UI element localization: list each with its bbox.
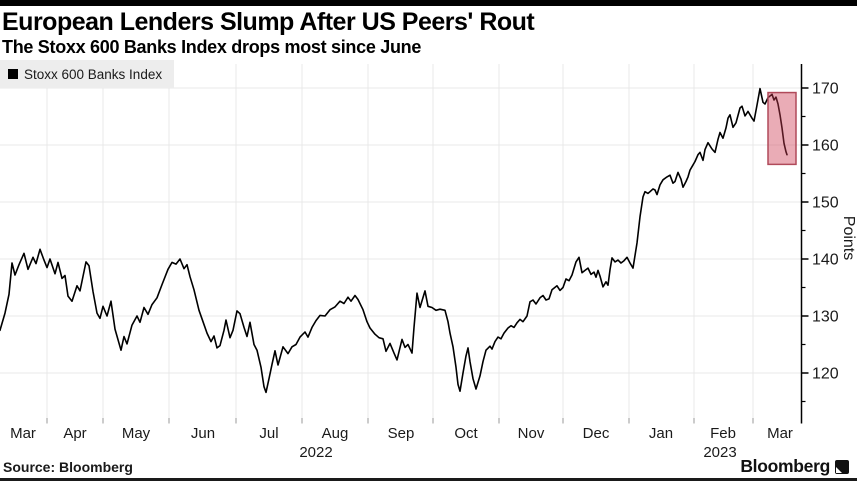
y-tick-label: 120 xyxy=(812,366,839,383)
legend: Stoxx 600 Banks Index xyxy=(0,60,175,88)
price-line xyxy=(0,87,788,394)
y-axis-title: Points xyxy=(840,216,857,260)
top-rule xyxy=(0,0,857,6)
x-axis-month-label: Sep xyxy=(388,425,415,442)
bloomberg-wordmark: Bloomberg xyxy=(740,456,830,476)
x-axis-month-label: Aug xyxy=(322,425,349,442)
page-title: European Lenders Slump After US Peers' R… xyxy=(2,8,535,36)
x-axis-month-label: Feb xyxy=(710,425,736,442)
y-tick-label: 160 xyxy=(812,138,839,155)
legend-label: Stoxx 600 Banks Index xyxy=(24,66,163,82)
bloomberg-mark-icon xyxy=(835,459,849,474)
x-axis-month-label: Apr xyxy=(63,425,86,442)
x-axis-month-label: Mar xyxy=(10,425,36,442)
legend-swatch-icon xyxy=(8,69,18,79)
y-tick-label: 140 xyxy=(812,252,839,269)
bottom-rule xyxy=(0,478,857,481)
y-tick-label: 130 xyxy=(812,309,839,326)
source-attribution: Source: Bloomberg xyxy=(3,459,133,475)
x-axis-month-label: Jul xyxy=(259,425,278,442)
x-axis-year-label: 2022 xyxy=(299,444,332,461)
x-axis-month-label: Jun xyxy=(191,425,215,442)
x-axis-month-label: Jan xyxy=(649,425,673,442)
x-axis-month-label: May xyxy=(122,425,151,442)
x-axis-month-label: Mar xyxy=(767,425,793,442)
bloomberg-logo: Bloomberg xyxy=(740,456,849,477)
y-tick-label: 150 xyxy=(812,195,839,212)
x-axis-month-label: Oct xyxy=(454,425,478,442)
x-axis-year-label: 2023 xyxy=(703,444,736,461)
x-axis-month-label: Dec xyxy=(583,425,610,442)
y-tick-label: 170 xyxy=(812,81,839,98)
x-axis-month-label: Nov xyxy=(518,425,545,442)
page-subtitle: The Stoxx 600 Banks Index drops most sin… xyxy=(2,37,422,57)
selloff-highlight-box xyxy=(767,91,797,166)
